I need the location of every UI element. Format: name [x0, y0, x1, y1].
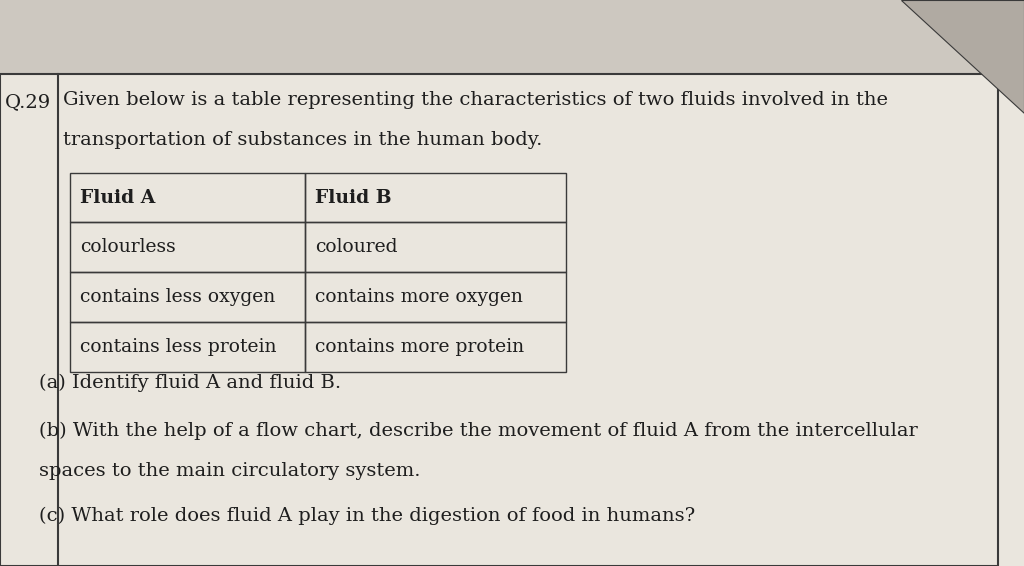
Bar — [70, 222, 305, 272]
Text: Q.29: Q.29 — [5, 93, 51, 112]
Bar — [305, 272, 566, 322]
Text: contains less protein: contains less protein — [80, 338, 276, 356]
Text: contains less oxygen: contains less oxygen — [80, 288, 275, 306]
Text: contains more oxygen: contains more oxygen — [315, 288, 523, 306]
Polygon shape — [901, 0, 1024, 113]
Bar — [0, 74, 998, 566]
Bar — [0, 0, 1024, 74]
Text: contains more protein: contains more protein — [315, 338, 524, 356]
Bar — [70, 322, 305, 372]
Text: (a) Identify fluid A and fluid B.: (a) Identify fluid A and fluid B. — [39, 374, 341, 392]
Text: Given below is a table representing the characteristics of two fluids involved i: Given below is a table representing the … — [63, 91, 889, 109]
Text: (c) What role does fluid A play in the digestion of food in humans?: (c) What role does fluid A play in the d… — [39, 507, 695, 525]
Bar — [305, 173, 566, 222]
Text: Fluid A: Fluid A — [80, 188, 155, 207]
Bar — [305, 222, 566, 272]
Bar — [305, 322, 566, 372]
Text: (b) With the help of a flow chart, describe the movement of fluid A from the int: (b) With the help of a flow chart, descr… — [39, 422, 918, 440]
Text: transportation of substances in the human body.: transportation of substances in the huma… — [63, 131, 543, 149]
Bar — [70, 272, 305, 322]
Text: Fluid B: Fluid B — [315, 188, 392, 207]
Bar — [70, 173, 305, 222]
Text: colourless: colourless — [80, 238, 176, 256]
Text: coloured: coloured — [315, 238, 398, 256]
Text: spaces to the main circulatory system.: spaces to the main circulatory system. — [39, 462, 421, 481]
